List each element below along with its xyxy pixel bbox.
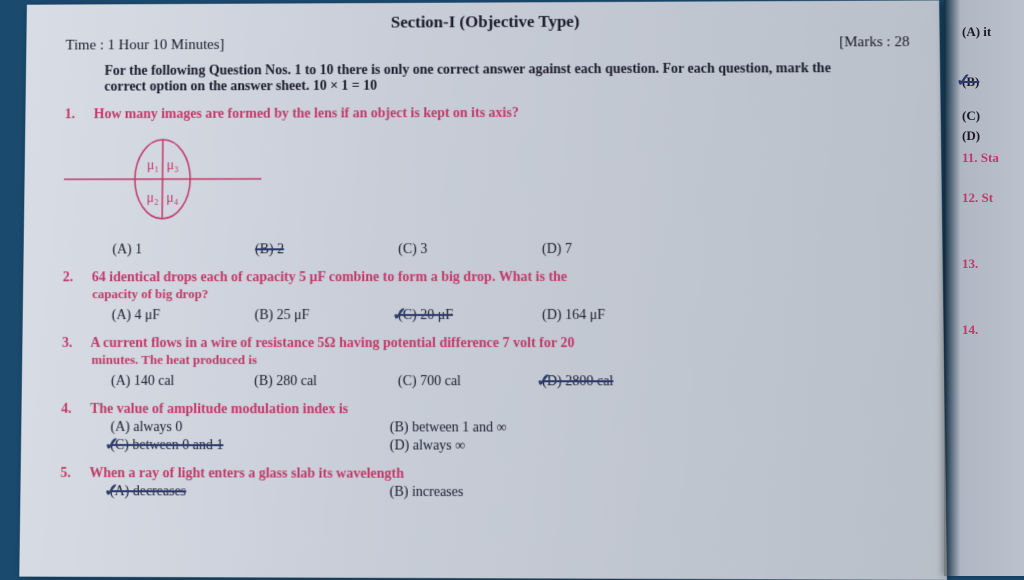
adjacent-page: (A) it S (B) (C) (D) 11. Sta St 12. St 1… bbox=[944, 0, 1024, 576]
quad-mu2: μ₂ bbox=[146, 191, 159, 206]
q1-opt-b: (B) 2 bbox=[255, 242, 384, 258]
rt-s: S bbox=[962, 44, 1024, 60]
q2-options: (A) 4 μF (B) 25 μF (C) 20 μF (D) 164 μF bbox=[112, 308, 913, 324]
q1-text: How many images are formed by the lens i… bbox=[94, 106, 519, 122]
quad-mu1: μ₁ bbox=[147, 158, 159, 173]
q2-opt-c: (C) 20 μF bbox=[398, 308, 528, 324]
quad-mu3: μ₃ bbox=[167, 158, 180, 173]
q1-num: 1. bbox=[65, 107, 91, 123]
rt-11: 11. Sta bbox=[962, 150, 1024, 166]
q5-opt-a: (A) decreases bbox=[110, 484, 390, 501]
question-3: 3. A current flows in a wire of resistan… bbox=[62, 336, 914, 368]
q3-num: 3. bbox=[62, 336, 88, 352]
q1-opt-a: (A) 1 bbox=[112, 242, 241, 258]
rt-13: 13. bbox=[962, 256, 1024, 272]
q1-opt-d: (D) 7 bbox=[542, 242, 672, 258]
q2-sub: capacity of big drop? bbox=[92, 286, 913, 302]
q2-text: 64 identical drops each of capacity 5 μF… bbox=[92, 270, 567, 285]
q2-opt-d: (D) 164 μF bbox=[542, 308, 673, 324]
q4-text: The value of amplitude modulation index … bbox=[90, 402, 348, 417]
q4-opt-a: (A) always 0 bbox=[110, 420, 389, 436]
question-2: 2. 64 identical drops each of capacity 5… bbox=[62, 270, 912, 303]
question-1: 1. How many images are formed by the len… bbox=[65, 105, 911, 123]
q5-options: (A) decreases (B) increases bbox=[110, 484, 916, 502]
rt-c: (C) bbox=[962, 108, 1024, 124]
section-title: Section-I (Objective Type) bbox=[66, 10, 910, 33]
rt-14: 14. bbox=[962, 322, 1024, 338]
q1-options: (A) 1 (B) 2 (C) 3 (D) 7 bbox=[112, 242, 912, 259]
q4-opt-d: (D) always ∞ bbox=[390, 438, 672, 455]
question-5: 5. When a ray of light enters a glass sl… bbox=[60, 466, 915, 484]
rt-1: 1 bbox=[962, 388, 1024, 404]
time-limit: Time : 1 Hour 10 Minutes] bbox=[65, 37, 224, 54]
q2-num: 2. bbox=[63, 270, 89, 286]
q1-opt-c: (C) 3 bbox=[398, 242, 528, 258]
q3-opt-a: (A) 140 cal bbox=[111, 374, 240, 390]
q4-num: 4. bbox=[61, 402, 87, 418]
exam-paper-page: Section-I (Objective Type) Time : 1 Hour… bbox=[19, 0, 947, 580]
lens-diagram: μ₁ μ₃ μ₂ μ₄ bbox=[63, 134, 261, 223]
q3-opt-d: (D) 2800 cal bbox=[542, 374, 673, 390]
rt-st: St bbox=[962, 170, 1024, 186]
instructions: For the following Question Nos. 1 to 10 … bbox=[65, 61, 910, 96]
q4-opt-c: (C) between 0 and 1 bbox=[110, 438, 389, 455]
question-4: 4. The value of amplitude modulation ind… bbox=[61, 402, 914, 419]
rt-d: (D) bbox=[962, 128, 1024, 144]
marks: [Marks : 28 bbox=[839, 34, 909, 51]
rt-a: (A) it bbox=[962, 24, 1024, 40]
q5-opt-b: (B) increases bbox=[390, 485, 672, 502]
q3-text: A current flows in a wire of resistance … bbox=[90, 336, 574, 351]
q2-opt-a: (A) 4 μF bbox=[112, 308, 241, 324]
q3-opt-b: (B) 280 cal bbox=[254, 374, 384, 390]
rt-12: 12. St bbox=[962, 190, 1024, 206]
q3-options: (A) 140 cal (B) 280 cal (C) 700 cal (D) … bbox=[111, 374, 914, 391]
rt-b: (B) bbox=[962, 74, 1024, 90]
q2-opt-b: (B) 25 μF bbox=[255, 308, 385, 324]
q4-options: (A) always 0 (B) between 1 and ∞ (C) bet… bbox=[110, 420, 914, 456]
q3-sub: minutes. The heat produced is bbox=[91, 352, 913, 368]
q3-opt-c: (C) 700 cal bbox=[398, 374, 528, 390]
q5-text: When a ray of light enters a glass slab … bbox=[89, 466, 404, 482]
quad-mu4: μ₄ bbox=[166, 191, 179, 206]
q4-opt-b: (B) between 1 and ∞ bbox=[390, 420, 672, 437]
q5-num: 5. bbox=[60, 466, 86, 482]
